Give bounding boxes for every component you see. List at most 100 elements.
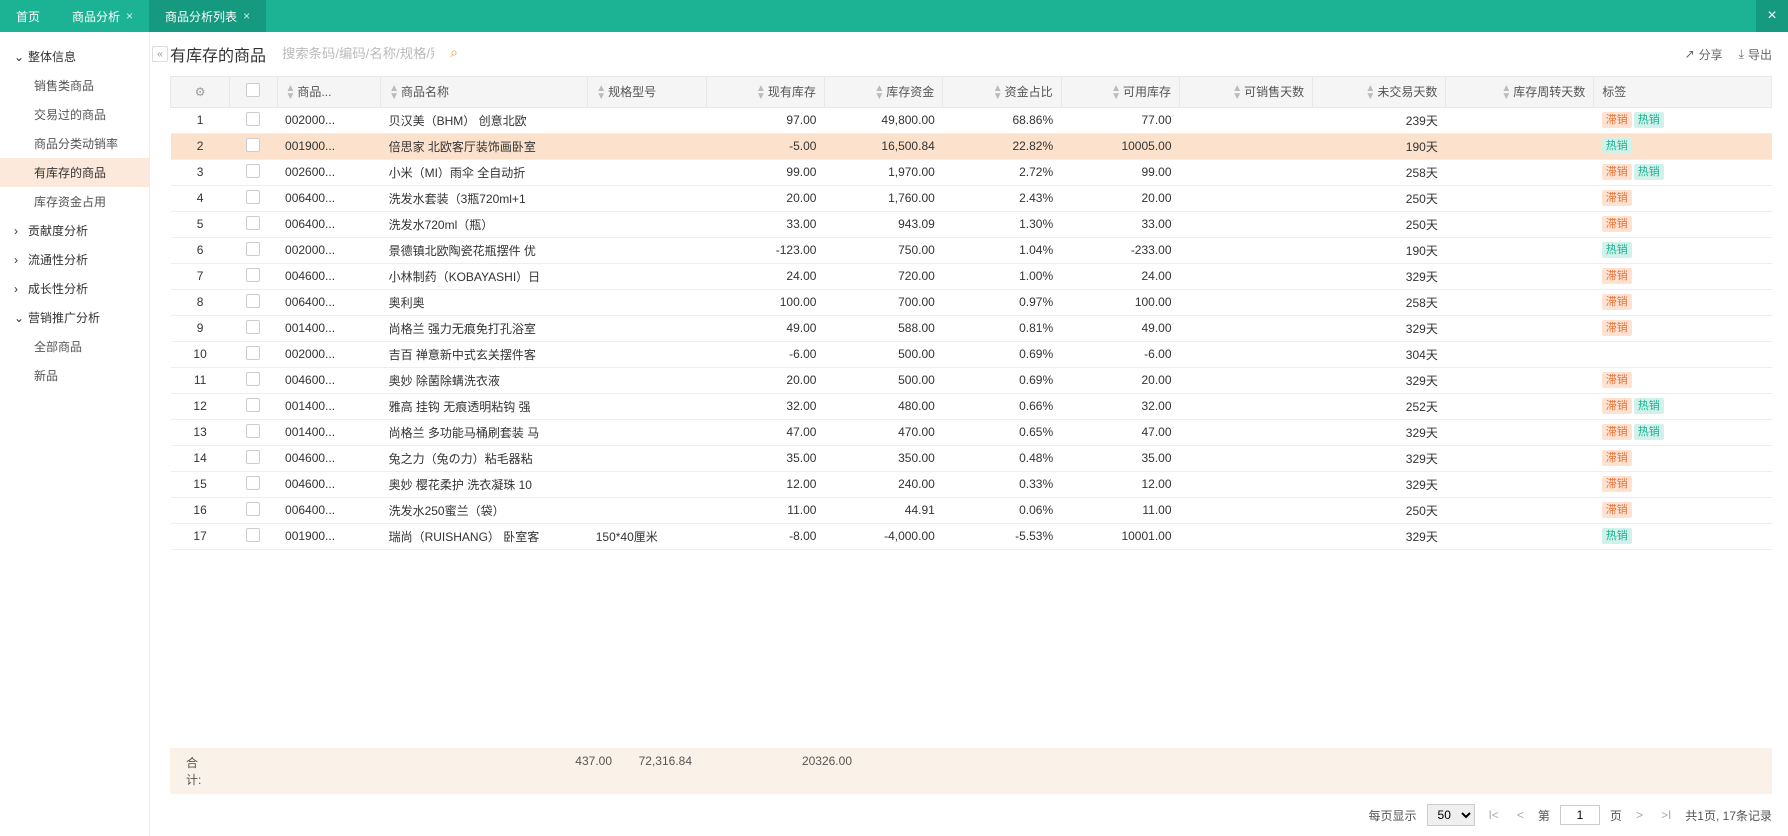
table-row[interactable]: 6002000...景德镇北欧陶瓷花瓶摆件 优-123.00750.001.04… (171, 237, 1772, 263)
row-checkbox[interactable] (246, 242, 260, 256)
table-row[interactable]: 9001400...尚格兰 强力无痕免打孔浴室49.00588.000.81%4… (171, 315, 1772, 341)
column-header[interactable]: ▲▼可用库存 (1061, 77, 1179, 108)
cell-notransdays: 258天 (1313, 159, 1446, 185)
table-row[interactable]: 13001400...尚格兰 多功能马桶刷套装 马47.00470.000.65… (171, 419, 1772, 445)
chevron-icon: ⌄ (14, 50, 24, 64)
column-header[interactable]: ▲▼资金占比 (943, 77, 1061, 108)
table-row[interactable]: 16006400...洗发水250蜜兰（袋）11.0044.910.06%11.… (171, 497, 1772, 523)
table-row[interactable]: 3002600...小米（MI）雨伞 全自动折99.001,970.002.72… (171, 159, 1772, 185)
table-row[interactable]: 17001900...瑞尚（RUISHANG） 卧室客150*40厘米-8.00… (171, 523, 1772, 549)
sidebar-group[interactable]: ›成长性分析 (0, 274, 149, 303)
table-row[interactable]: 15004600...奥妙 樱花柔护 洗衣凝珠 1012.00240.000.3… (171, 471, 1772, 497)
search-icon[interactable]: ⌕ (450, 44, 458, 61)
gear-icon[interactable]: ⚙ (195, 85, 206, 99)
search-input[interactable] (278, 42, 458, 66)
cell-turndays (1446, 237, 1594, 263)
sort-icon[interactable]: ▲▼ (993, 85, 1003, 101)
sort-icon[interactable]: ▲▼ (1232, 85, 1242, 101)
sidebar-group[interactable]: ›流通性分析 (0, 245, 149, 274)
row-checkbox[interactable] (246, 138, 260, 152)
table-row[interactable]: 4006400...洗发水套装（3瓶720ml+120.001,760.002.… (171, 185, 1772, 211)
row-checkbox[interactable] (246, 294, 260, 308)
cell-fund: 44.91 (824, 497, 942, 523)
column-header[interactable]: ▲▼现有库存 (706, 77, 824, 108)
cell-tags: 滞销热销 (1594, 393, 1772, 419)
pager-page-input[interactable] (1560, 805, 1600, 825)
sidebar-item[interactable]: 交易过的商品 (0, 100, 149, 129)
row-checkbox[interactable] (246, 346, 260, 360)
checkbox[interactable] (246, 83, 260, 97)
column-header[interactable]: ▲▼规格型号 (588, 77, 706, 108)
sort-icon[interactable]: ▲▼ (596, 85, 606, 101)
sort-icon[interactable]: ▲▼ (1501, 85, 1511, 101)
cell-chk (230, 315, 277, 341)
cell-stock: -5.00 (706, 133, 824, 159)
sidebar-item[interactable]: 新品 (0, 361, 149, 390)
table-row[interactable]: 12001400...雅高 挂钩 无痕透明粘钩 强32.00480.000.66… (171, 393, 1772, 419)
row-checkbox[interactable] (246, 112, 260, 126)
cell-avail: 100.00 (1061, 289, 1179, 315)
pager-last-icon[interactable]: >I (1657, 808, 1675, 822)
sidebar-group[interactable]: ⌄整体信息 (0, 42, 149, 71)
row-checkbox[interactable] (246, 528, 260, 542)
row-checkbox[interactable] (246, 190, 260, 204)
sort-icon[interactable]: ▲▼ (1365, 85, 1375, 101)
sort-icon[interactable]: ▲▼ (286, 85, 296, 101)
sort-icon[interactable]: ▲▼ (756, 85, 766, 101)
export-button[interactable]: ⤓ 导出 (1739, 46, 1772, 63)
table-row[interactable]: 1002000...贝汉美（BHM） 创意北欧97.0049,800.0068.… (171, 107, 1772, 133)
pager-next-icon[interactable]: > (1632, 808, 1647, 822)
row-checkbox[interactable] (246, 424, 260, 438)
sort-icon[interactable]: ▲▼ (1111, 85, 1121, 101)
cell-tags: 滞销 (1594, 471, 1772, 497)
column-header[interactable]: ⚙ (171, 77, 230, 108)
table-row[interactable]: 8006400...奥利奥100.00700.000.97%100.00258天… (171, 289, 1772, 315)
column-header[interactable]: ▲▼商品... (277, 77, 381, 108)
row-checkbox[interactable] (246, 476, 260, 490)
table-row[interactable]: 2001900...倍思家 北欧客厅装饰画卧室-5.0016,500.8422.… (171, 133, 1772, 159)
column-header[interactable]: ▲▼库存资金 (824, 77, 942, 108)
pager-prev-icon[interactable]: < (1513, 808, 1528, 822)
pager-first-icon[interactable]: I< (1485, 808, 1503, 822)
table-row[interactable]: 5006400...洗发水720ml（瓶）33.00943.091.30%33.… (171, 211, 1772, 237)
top-tab[interactable]: 商品分析× (56, 0, 149, 32)
cell-pct: -5.53% (943, 523, 1061, 549)
sidebar-group[interactable]: ⌄营销推广分析 (0, 303, 149, 332)
table-row[interactable]: 7004600...小林制药（KOBAYASHI）日24.00720.001.0… (171, 263, 1772, 289)
cell-notransdays: 252天 (1313, 393, 1446, 419)
sidebar-item[interactable]: 有库存的商品 (0, 158, 149, 187)
column-header[interactable]: ▲▼商品名称 (381, 77, 588, 108)
row-checkbox[interactable] (246, 164, 260, 178)
row-checkbox[interactable] (246, 320, 260, 334)
share-button[interactable]: ↗ 分享 (1685, 46, 1723, 63)
table-row[interactable]: 10002000...吉百 禅意新中式玄关摆件客-6.00500.000.69%… (171, 341, 1772, 367)
top-tab[interactable]: 商品分析列表× (149, 0, 266, 32)
sidebar-item[interactable]: 全部商品 (0, 332, 149, 361)
cell-gear: 5 (171, 211, 230, 237)
close-all-button[interactable]: × (1756, 0, 1788, 32)
sidebar-item[interactable]: 商品分类动销率 (0, 129, 149, 158)
sidebar-item[interactable]: 库存资金占用 (0, 187, 149, 216)
close-icon[interactable]: × (243, 9, 250, 23)
table-row[interactable]: 11004600...奥妙 除菌除螨洗衣液20.00500.000.69%20.… (171, 367, 1772, 393)
sidebar-item[interactable]: 销售类商品 (0, 71, 149, 100)
top-tab[interactable]: 首页 (0, 0, 56, 32)
column-header[interactable]: ▲▼可销售天数 (1180, 77, 1313, 108)
column-header[interactable]: ▲▼未交易天数 (1313, 77, 1446, 108)
table-row[interactable]: 14004600...兔之力（兔の力）粘毛器粘35.00350.000.48%3… (171, 445, 1772, 471)
column-header[interactable]: ▲▼库存周转天数 (1446, 77, 1594, 108)
row-checkbox[interactable] (246, 216, 260, 230)
column-header[interactable] (230, 77, 277, 108)
close-icon[interactable]: × (126, 9, 133, 23)
sort-icon[interactable]: ▲▼ (389, 85, 399, 101)
sidebar-group[interactable]: ›贡献度分析 (0, 216, 149, 245)
sort-icon[interactable]: ▲▼ (874, 85, 884, 101)
row-checkbox[interactable] (246, 268, 260, 282)
column-header[interactable]: 标签 (1594, 77, 1772, 108)
row-checkbox[interactable] (246, 372, 260, 386)
pagesize-select[interactable]: 50 (1427, 804, 1475, 826)
collapse-button[interactable]: « (152, 46, 168, 62)
row-checkbox[interactable] (246, 502, 260, 516)
row-checkbox[interactable] (246, 398, 260, 412)
row-checkbox[interactable] (246, 450, 260, 464)
